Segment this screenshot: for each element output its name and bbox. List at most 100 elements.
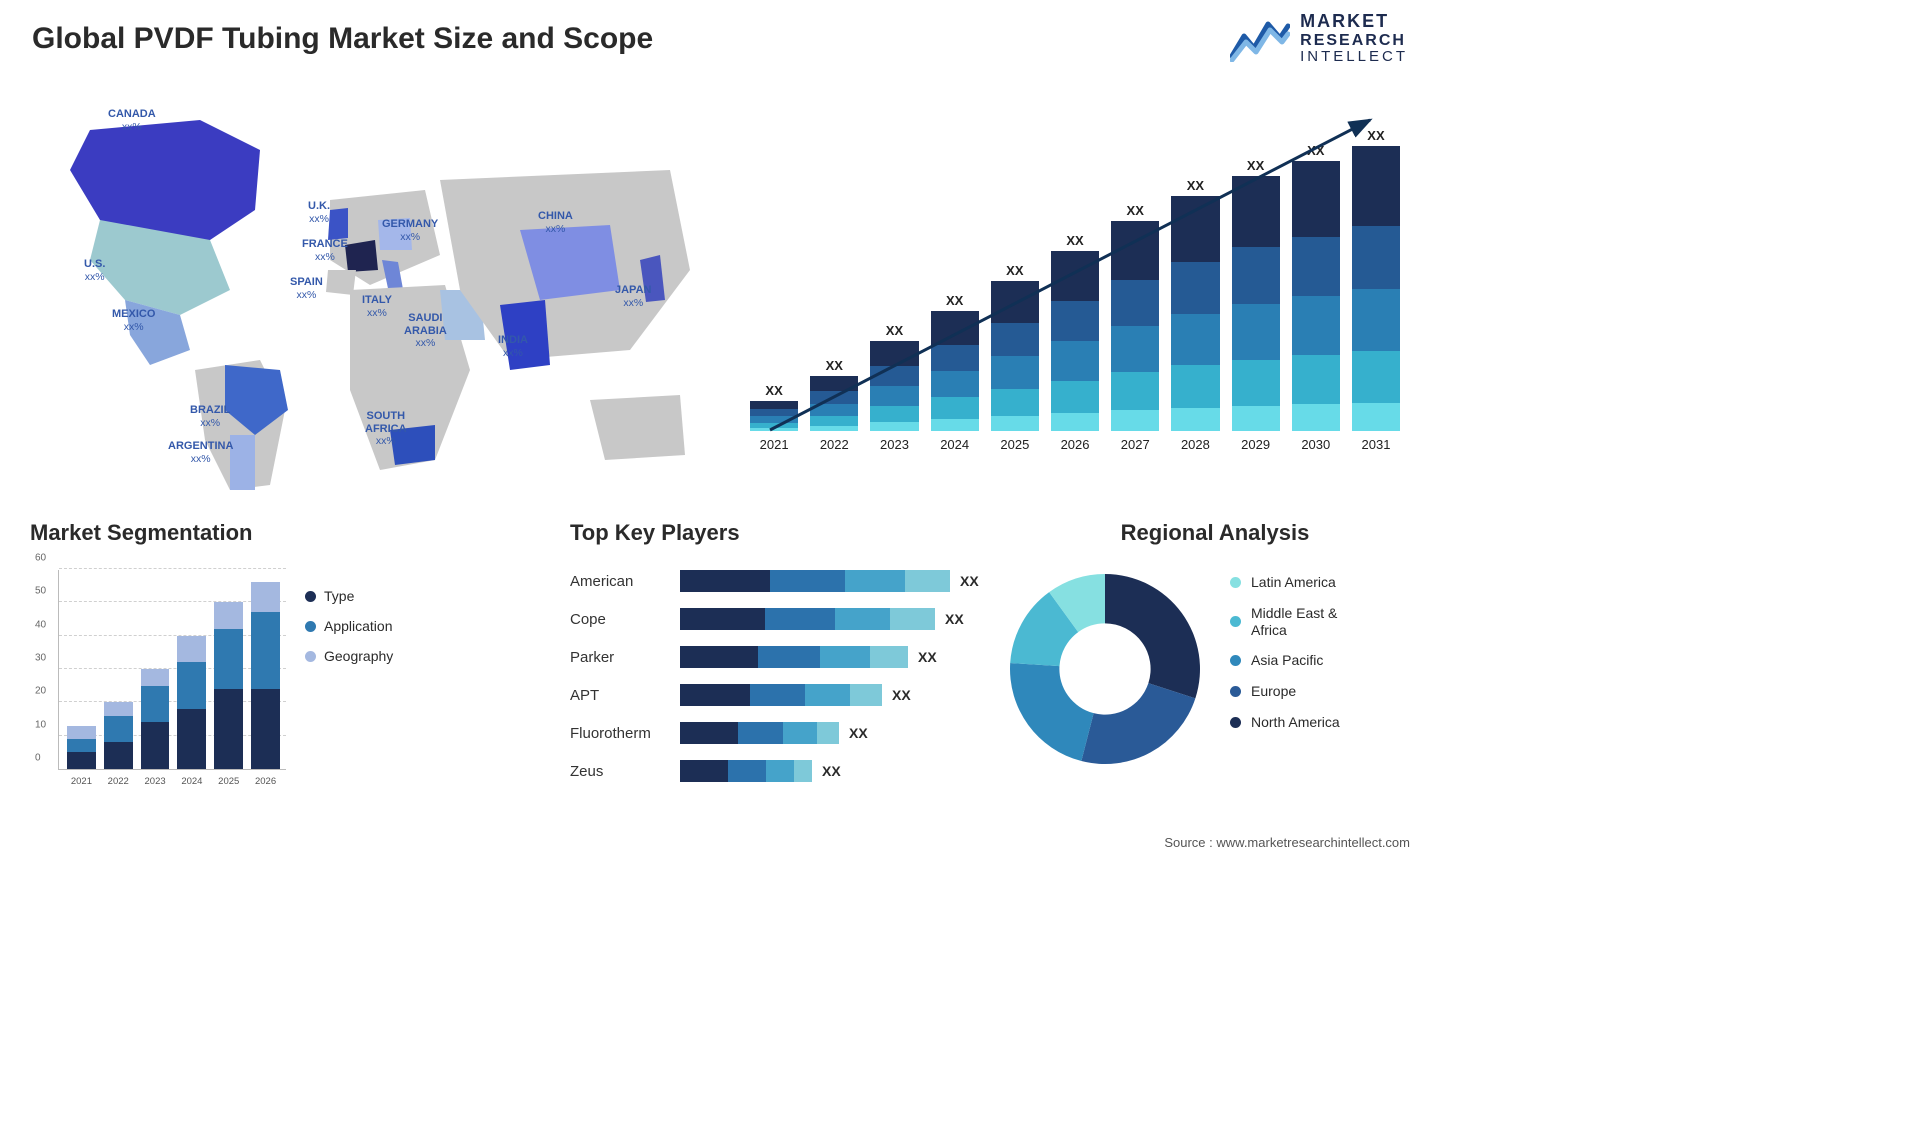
bar-column: XX2025 (991, 263, 1039, 452)
bar-segment (810, 404, 858, 416)
player-hbar-segment (680, 646, 758, 668)
bar-segment (1051, 381, 1099, 413)
player-hbar-segment (765, 608, 835, 630)
legend-dot-icon (1230, 577, 1241, 588)
segmentation-chart: 1020304050600202120222023202420252026 (30, 564, 290, 794)
player-hbar-segment (850, 684, 882, 706)
stacked-bar (1171, 196, 1219, 431)
bar-top-label: XX (826, 358, 843, 373)
player-hbar-segment (783, 722, 817, 744)
map-label: INDIAxx% (498, 334, 528, 359)
bar-top-label: XX (1006, 263, 1023, 278)
bar-x-label: 2024 (940, 437, 969, 452)
bar-segment (991, 356, 1039, 389)
regional-legend-item: Middle East &Africa (1230, 605, 1340, 639)
seg-bar-segment (251, 582, 280, 612)
player-value: XX (918, 649, 937, 665)
player-value: XX (892, 687, 911, 703)
player-hbar-segment (805, 684, 850, 706)
bar-x-label: 2023 (880, 437, 909, 452)
seg-x-label: 2024 (177, 776, 206, 787)
bar-segment (1232, 247, 1280, 303)
bar-segment (1051, 301, 1099, 341)
regional-legend-item: Europe (1230, 683, 1340, 700)
player-hbar (680, 646, 908, 668)
seg-stacked-bar (251, 582, 280, 769)
map-label: JAPANxx% (615, 284, 651, 309)
seg-bar-segment (141, 686, 170, 723)
bar-segment (1051, 341, 1099, 381)
seg-legend-item: Geography (305, 648, 393, 664)
seg-bar-segment (141, 722, 170, 769)
regional-heading: Regional Analysis (1000, 520, 1430, 546)
seg-legend-item: Application (305, 618, 393, 634)
legend-dot-icon (1230, 655, 1241, 666)
seg-legend-item: Type (305, 588, 393, 604)
player-value: XX (849, 725, 868, 741)
bar-column: XX2030 (1292, 143, 1340, 452)
stacked-bar (991, 281, 1039, 431)
stacked-bar (750, 401, 798, 431)
logo-line2: RESEARCH (1300, 32, 1408, 50)
bar-segment (1232, 360, 1280, 406)
key-players-section: Top Key Players AmericanXXCopeXXParkerXX… (570, 520, 990, 810)
legend-label: Application (324, 618, 393, 634)
player-name: Cope (570, 611, 680, 628)
seg-y-label: 40 (35, 619, 46, 630)
bar-segment (1352, 351, 1400, 402)
seg-bar-segment (104, 742, 133, 769)
bar-x-label: 2021 (760, 437, 789, 452)
bar-segment (1352, 146, 1400, 226)
map-label: FRANCExx% (302, 238, 348, 263)
bar-column: XX 2023 (870, 323, 918, 452)
legend-label: Type (324, 588, 354, 604)
map-label: ITALYxx% (362, 294, 392, 319)
bar-x-label: 2031 (1362, 437, 1391, 452)
seg-bar-segment (177, 636, 206, 663)
legend-dot-icon (1230, 616, 1241, 627)
legend-label: Latin America (1251, 574, 1336, 591)
legend-dot-icon (1230, 717, 1241, 728)
regional-legend-item: Latin America (1230, 574, 1340, 591)
map-label: U.K.xx% (308, 200, 330, 225)
bar-segment (931, 311, 979, 345)
segmentation-heading: Market Segmentation (30, 520, 460, 546)
legend-label: Asia Pacific (1251, 652, 1323, 669)
player-hbar (680, 570, 950, 592)
bar-segment (1051, 251, 1099, 301)
seg-y-label: 30 (35, 653, 46, 664)
bar-segment (1352, 226, 1400, 289)
bar-segment (750, 409, 798, 416)
regional-legend: Latin America Middle East &Africa Asia Pac… (1230, 574, 1340, 745)
page-title: Global PVDF Tubing Market Size and Scope (32, 22, 653, 56)
stacked-bar (870, 341, 918, 431)
bar-segment (870, 366, 918, 386)
map-label: U.S.xx% (84, 258, 105, 283)
bar-column: XX2021 (750, 383, 798, 452)
stacked-bar (1232, 176, 1280, 431)
seg-y-label: 10 (35, 719, 46, 730)
donut-slice (1010, 663, 1094, 761)
seg-x-label: 2022 (104, 776, 133, 787)
bar-segment (1352, 403, 1400, 432)
bar-segment (810, 426, 858, 432)
player-hbar-segment (794, 760, 812, 782)
legend-label: Middle East &Africa (1251, 605, 1337, 639)
seg-bar-segment (214, 629, 243, 689)
bar-x-label: 2030 (1301, 437, 1330, 452)
bar-segment (991, 281, 1039, 323)
regional-donut (1000, 564, 1210, 774)
seg-stacked-bar (177, 636, 206, 769)
bar-top-label: XX (886, 323, 903, 338)
player-hbar-segment (680, 608, 765, 630)
player-name: APT (570, 687, 680, 704)
player-hbar-segment (680, 722, 738, 744)
player-hbar-segment (905, 570, 950, 592)
seg-stacked-bar (67, 726, 96, 769)
player-hbar-segment (845, 570, 905, 592)
map-label: ARGENTINAxx% (168, 440, 233, 465)
player-name: Parker (570, 649, 680, 666)
donut-slice (1081, 683, 1195, 764)
seg-bar-column: 2023 (141, 669, 170, 769)
map-label: CHINAxx% (538, 210, 573, 235)
